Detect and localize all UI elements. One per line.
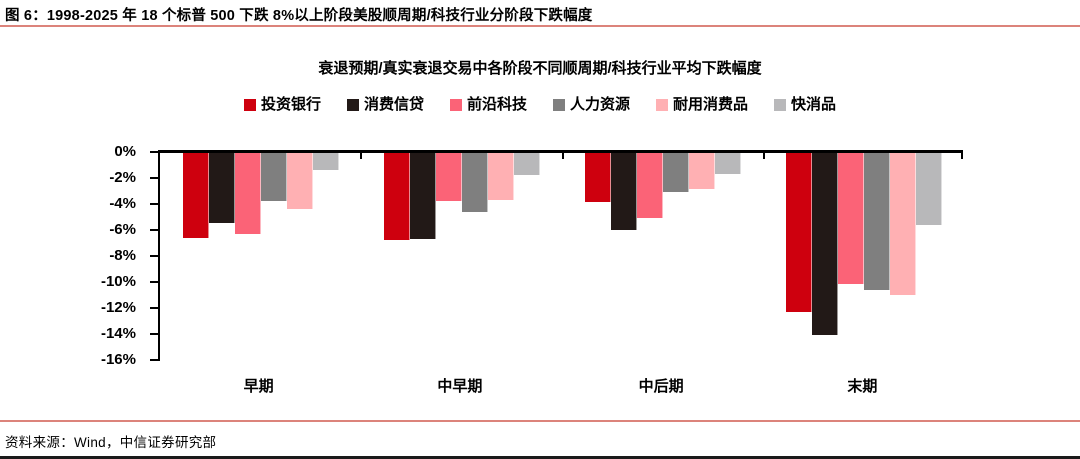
chart-title: 衰退预期/真实衰退交易中各阶段不同顺周期/科技行业平均下跌幅度	[318, 60, 762, 77]
legend-swatch-icon	[656, 98, 669, 111]
legend-label: 消费信贷	[363, 96, 424, 113]
bar-人力资源-早期	[261, 153, 287, 201]
legend-item-5: 耐用消费品	[656, 97, 748, 112]
bar-group-末期	[786, 153, 942, 335]
bar-快消品-中早期	[514, 153, 540, 175]
bar-快消品-末期	[916, 153, 942, 225]
legend-item-1: 投资银行	[243, 96, 321, 113]
legend-label: 前沿科技	[466, 96, 527, 113]
y-tick-label: -8%	[109, 246, 136, 264]
legend-swatch-icon	[553, 98, 565, 111]
legend-item-6: 快消品	[774, 97, 836, 112]
y-tick-mark	[150, 332, 158, 335]
y-tick-mark	[150, 176, 158, 179]
footer-divider-line	[0, 420, 1080, 422]
plot-area	[158, 150, 963, 361]
bar-前沿科技-中早期	[436, 153, 462, 201]
bar-group-中早期	[384, 153, 540, 240]
x-label-末期: 末期	[847, 378, 878, 395]
y-tick-mark	[150, 150, 158, 153]
y-tick-label: -2%	[109, 168, 136, 186]
y-tick-mark	[150, 306, 158, 309]
bar-消费信贷-中早期	[410, 153, 436, 239]
bar-人力资源-中早期	[462, 153, 488, 212]
bar-前沿科技-早期	[235, 153, 261, 234]
bar-快消品-早期	[313, 153, 339, 170]
chart-legend: 投资银行 消费信贷 前沿科技 人力资源 耐用消费品 快消品	[0, 97, 1080, 112]
bottom-border-line	[0, 456, 1080, 459]
y-tick-label: -4%	[109, 194, 136, 212]
x-boundary-tick	[763, 153, 765, 159]
bar-消费信贷-中后期	[611, 153, 637, 230]
y-tick-label: -16%	[100, 350, 136, 368]
bar-投资银行-中后期	[585, 153, 611, 202]
bar-人力资源-中后期	[663, 153, 689, 192]
x-label-中早期: 中早期	[437, 378, 483, 395]
bar-耐用消费品-中后期	[689, 153, 715, 189]
header-divider-line	[0, 25, 1080, 27]
y-tick-mark	[150, 228, 158, 231]
y-tick-label: 0%	[114, 142, 136, 160]
legend-label: 耐用消费品	[673, 96, 749, 113]
bar-投资银行-早期	[183, 153, 209, 238]
legend-label: 快消品	[791, 96, 837, 113]
y-tick-label: -12%	[100, 298, 136, 316]
bar-耐用消费品-末期	[890, 153, 916, 295]
bar-快消品-中后期	[715, 153, 741, 174]
legend-item-3: 前沿科技	[449, 96, 527, 113]
legend-label: 投资银行	[260, 96, 321, 113]
y-tick-label: -6%	[109, 220, 136, 238]
bar-group-早期	[183, 153, 339, 238]
y-tick-label: -14%	[100, 324, 136, 342]
bar-耐用消费品-早期	[287, 153, 313, 209]
y-tick-mark	[150, 202, 158, 205]
bar-人力资源-末期	[864, 153, 890, 290]
y-tick-mark	[150, 358, 158, 361]
bar-耐用消费品-中早期	[488, 153, 514, 200]
source-note: 资料来源：Wind，中信证券研究部	[5, 435, 217, 450]
x-label-早期: 早期	[243, 378, 274, 395]
bar-前沿科技-中后期	[637, 153, 663, 218]
y-tick-mark	[150, 280, 158, 283]
x-axis-labels: 早期 中早期 中后期 末期	[158, 375, 963, 396]
legend-item-2: 消费信贷	[346, 96, 424, 113]
figure-caption: 图 6：1998-2025 年 18 个标普 500 下跌 8%以上阶段美股顺周…	[5, 8, 593, 24]
x-label-中后期: 中后期	[638, 378, 684, 395]
bar-投资银行-中早期	[384, 153, 410, 240]
legend-swatch-icon	[346, 98, 359, 111]
y-tick-mark	[150, 254, 158, 257]
x-boundary-tick	[360, 153, 362, 159]
x-boundary-tick	[961, 153, 963, 159]
legend-swatch-icon	[774, 98, 787, 111]
legend-label: 人力资源	[570, 96, 631, 113]
bar-投资银行-末期	[786, 153, 812, 312]
x-boundary-tick	[562, 153, 564, 159]
bar-消费信贷-早期	[209, 153, 235, 223]
y-tick-label: -10%	[100, 272, 136, 290]
legend-swatch-icon	[243, 98, 256, 111]
y-axis: 0% -2% -4% -6% -8% -10% -12% -14% -16%	[0, 0, 158, 380]
bar-消费信贷-末期	[812, 153, 838, 335]
legend-item-4: 人力资源	[553, 97, 630, 112]
bar-group-中后期	[585, 153, 741, 230]
legend-swatch-icon	[449, 98, 462, 111]
bar-前沿科技-末期	[838, 153, 864, 284]
